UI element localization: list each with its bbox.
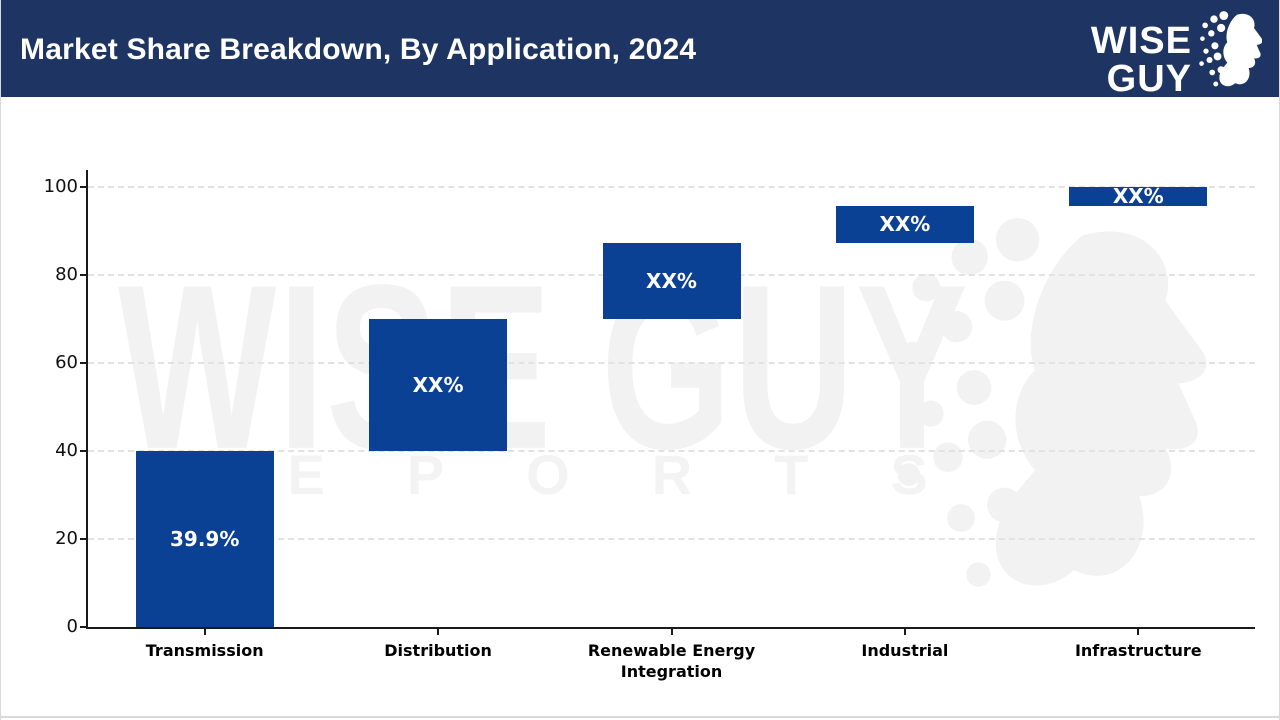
y-tick-label-0: 0: [66, 616, 78, 637]
bar-infrastructure: XX%: [1069, 184, 1208, 209]
bar-value-label-transmission: 39.9%: [169, 527, 240, 552]
category-label-distribution: Distribution: [384, 641, 492, 660]
watermark-reports: REPORTS: [165, 443, 1010, 506]
logo-text-reports: REPORTS: [1062, 100, 1192, 115]
bar-distribution: XX%: [369, 319, 508, 452]
gridline-40: [88, 450, 1255, 452]
bar-value-label-industrial: XX%: [879, 212, 931, 237]
x-tick-industrial: [903, 629, 906, 635]
y-tick-label-60: 60: [55, 352, 78, 373]
logo-text-wise-guy: WISE GUY: [1090, 20, 1192, 100]
wise-guy-reports-logo: WISE GUY REPORTS: [1032, 6, 1262, 115]
category-label-renewable-energy-integration: Renewable Energy Integration: [587, 641, 756, 681]
y-tick-label-80: 80: [55, 264, 78, 285]
y-tick-60: [80, 362, 88, 364]
gridline-60: [88, 362, 1255, 364]
x-axis-line: [86, 627, 1255, 629]
bar-industrial: XX%: [835, 205, 974, 243]
y-tick-80: [80, 274, 88, 276]
watermark-dotted-face: [897, 218, 1207, 587]
bar-transmission: 39.9%: [135, 451, 274, 627]
logo-wordmark: WISE GUY REPORTS: [1032, 22, 1192, 116]
chart-title: Market Share Breakdown, By Application, …: [20, 33, 697, 66]
frame-border-left: [0, 0, 1, 720]
x-tick-renewable-energy-integration: [670, 629, 673, 635]
category-label-industrial: Industrial: [861, 641, 949, 660]
y-tick-label-40: 40: [55, 440, 78, 461]
bar-value-label-renewable-energy-integration: XX%: [646, 268, 697, 293]
dotted-face-icon: [1199, 11, 1262, 87]
y-tick-100: [80, 186, 88, 188]
bar-renewable-energy-integration: XX%: [602, 242, 741, 319]
bar-value-label-infrastructure: XX%: [1112, 184, 1164, 209]
gridline-20: [88, 538, 1255, 540]
y-axis-line: [86, 170, 88, 629]
watermark-wise-guy: WISE GUY: [118, 235, 970, 498]
x-tick-distribution: [437, 629, 440, 635]
bar-value-label-distribution: XX%: [412, 373, 464, 398]
frame-border-bottom: [0, 716, 1280, 718]
chart-plot-area: 0 20 40 60 80 100 39.9% Transmission XX% Distribu…: [0, 97, 1280, 716]
y-tick-0: [80, 626, 88, 628]
y-tick-label-20: 20: [55, 528, 78, 549]
header-banner: Market Share Breakdown, By Application, …: [0, 0, 1280, 115]
gridline-100: [88, 186, 1255, 188]
x-tick-transmission: [203, 629, 206, 635]
x-tick-infrastructure: [1137, 629, 1140, 635]
category-label-infrastructure: Infrastructure: [1074, 641, 1202, 660]
y-tick-20: [80, 538, 88, 540]
y-tick-40: [80, 450, 88, 452]
category-label-transmission: Transmission: [145, 641, 264, 660]
y-tick-label-100: 100: [43, 176, 78, 197]
